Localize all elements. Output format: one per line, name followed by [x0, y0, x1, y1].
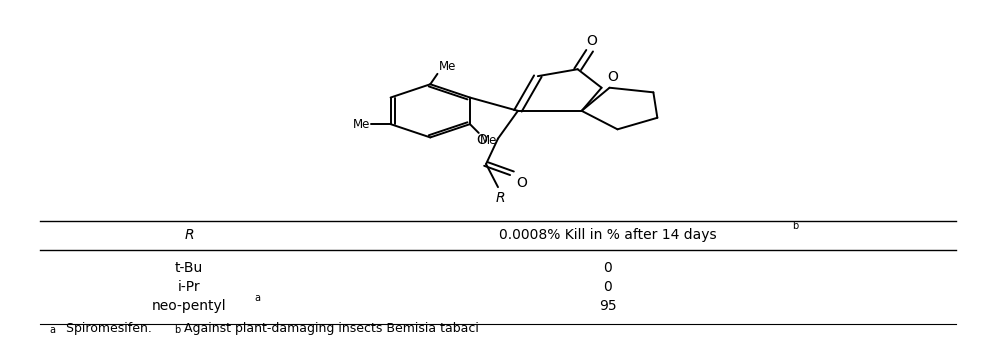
Text: R: R — [495, 191, 505, 205]
Text: Me: Me — [439, 60, 456, 73]
Text: neo-pentyl: neo-pentyl — [152, 299, 226, 313]
Text: Against plant-damaging insects Bemisia tabaci: Against plant-damaging insects Bemisia t… — [184, 322, 479, 335]
Text: Me: Me — [353, 118, 370, 131]
Text: b: b — [792, 221, 798, 231]
Text: Me: Me — [480, 134, 498, 147]
Text: O: O — [476, 133, 487, 147]
Text: O: O — [587, 34, 597, 48]
Text: O: O — [516, 175, 527, 190]
Text: 0.0008% Kill in % after 14 days: 0.0008% Kill in % after 14 days — [499, 228, 716, 242]
Text: a: a — [50, 325, 56, 335]
Text: Spiromesifen.: Spiromesifen. — [62, 322, 159, 335]
Text: b: b — [174, 325, 180, 335]
Text: i-Pr: i-Pr — [178, 280, 200, 294]
Text: 95: 95 — [599, 299, 617, 313]
Text: t-Bu: t-Bu — [175, 261, 203, 275]
Text: R: R — [184, 228, 194, 242]
Text: O: O — [608, 70, 619, 84]
Text: 0: 0 — [604, 261, 612, 275]
Text: 0: 0 — [604, 280, 612, 294]
Text: a: a — [254, 292, 260, 303]
